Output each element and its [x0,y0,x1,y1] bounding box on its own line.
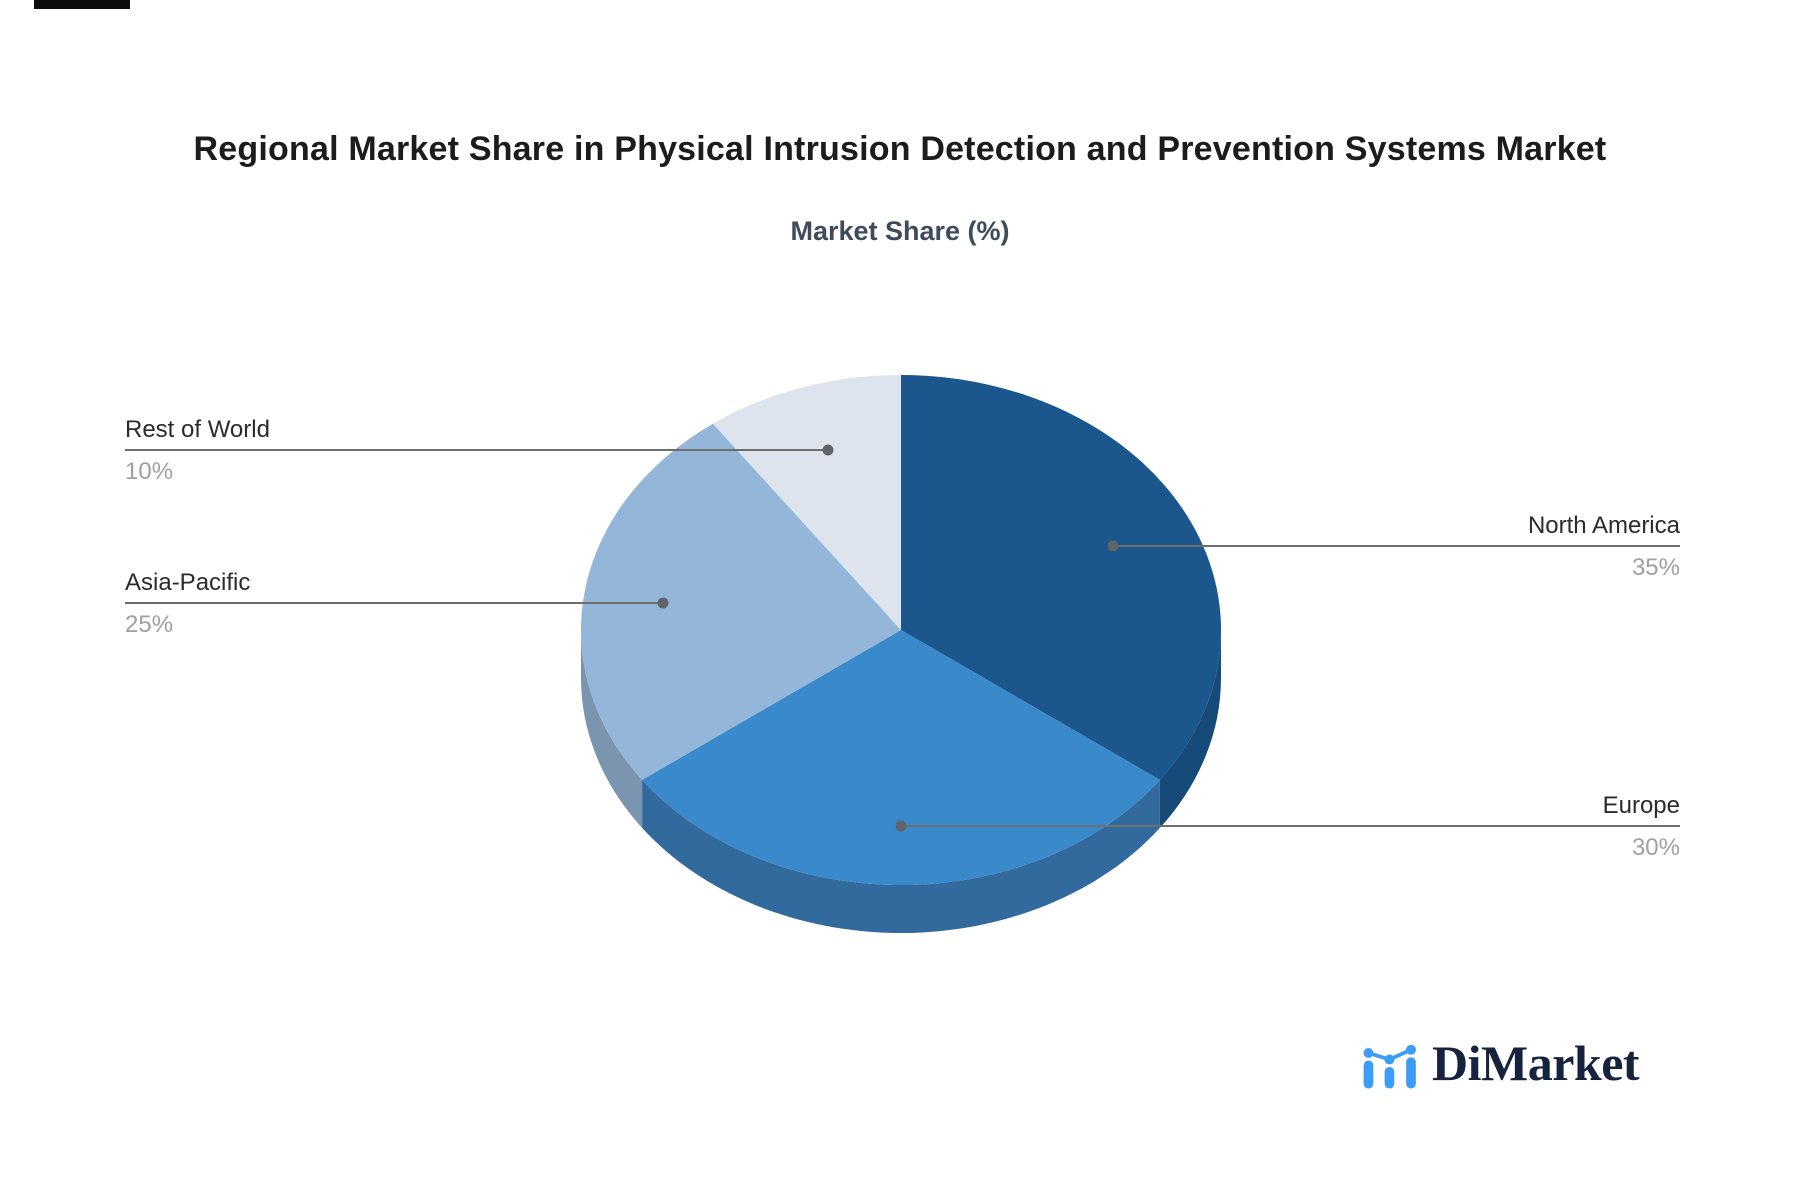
brand-logo-text: DiMarket [1432,1035,1640,1091]
pie-slice-europe[interactable] [642,630,1160,886]
brand-logo: DiMarket [1362,1035,1640,1091]
pie-slice-asia-pacific[interactable] [580,423,901,780]
slice-pct-europe: 30% [1631,834,1680,861]
leader-dot-rest-of-world [822,444,834,456]
leader-dots [657,444,1119,832]
slice-pct-rest-of-world: 10% [125,458,174,485]
leader-dot-europe [895,820,907,832]
pie-slice-rest-of-world[interactable] [712,375,901,630]
slice-label-europe: Europe [1602,792,1680,819]
bar-chart-trend-icon [1363,1044,1416,1089]
pie-slice-north-america[interactable] [901,375,1222,780]
slice-pct-asia-pacific: 25% [125,611,174,638]
slice-label-rest-of-world: Rest of World [125,416,270,443]
chart-subtitle: Market Share (%) [790,216,1010,246]
slice-label-north-america: North America [1527,512,1680,539]
pie-depth-europe [642,779,1160,934]
leader-dot-asia-pacific [657,597,669,609]
pie-depth-asia-pacific [581,630,643,828]
slice-pct-north-america: 35% [1631,554,1680,581]
leader-lines [125,449,1680,827]
leader-dot-north-america [1107,540,1119,552]
slice-label-asia-pacific: Asia-Pacific [125,569,251,596]
top-left-artifact [34,0,130,9]
pie-depth-north-america [1159,630,1221,828]
chart-title: Regional Market Share in Physical Intrus… [193,130,1607,168]
